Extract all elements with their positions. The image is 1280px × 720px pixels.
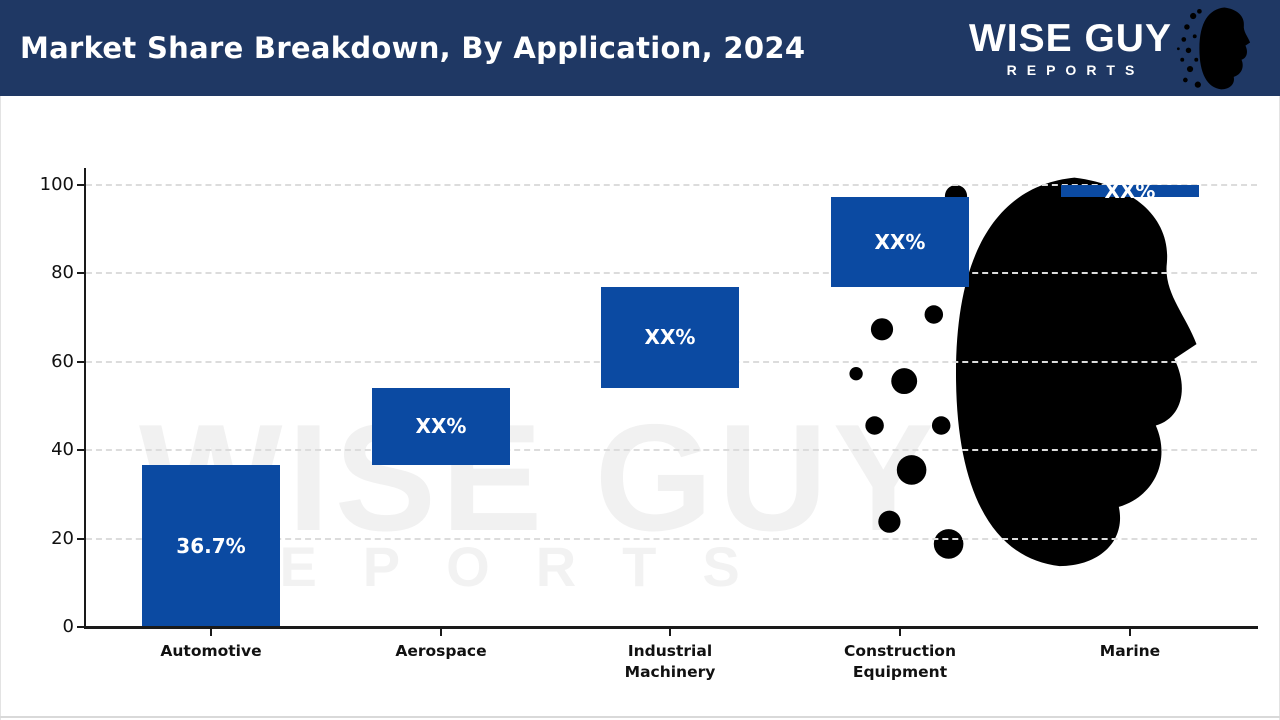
- x-tick-mark-marine: [1129, 629, 1131, 636]
- bottom-border-line: [0, 716, 1280, 718]
- bar-value-label-industrial-machinery: XX%: [644, 325, 696, 350]
- x-category-label-construction-equipment: Construction Equipment: [844, 642, 956, 681]
- x-category-label-marine: Marine: [1099, 642, 1161, 660]
- y-tick-label-20: 20: [51, 527, 74, 549]
- head-profile-icon: [1176, 5, 1254, 91]
- bar-value-label-construction-equipment: XX%: [874, 229, 926, 254]
- bar-value-label-marine: XX%: [1104, 178, 1156, 203]
- y-tick-label-60: 60: [51, 350, 74, 372]
- logo-text: WISE GUY REPORTS: [969, 19, 1172, 77]
- y-tick-label-0: 0: [62, 616, 74, 637]
- y-tick-mark-0: [77, 626, 84, 628]
- watermark-subtitle: REPORTS: [193, 535, 786, 598]
- bar-value-label-aerospace: XX%: [415, 414, 467, 439]
- gridline-80: [86, 272, 1257, 275]
- x-category-label-aerospace: Aerospace: [395, 642, 487, 660]
- bar-value-label-automotive: 36.7%: [176, 533, 246, 558]
- gridline-40: [86, 449, 1257, 452]
- y-axis-line: [84, 168, 86, 629]
- y-tick-mark-40: [77, 449, 84, 452]
- y-tick-label-100: 100: [39, 174, 74, 195]
- x-category-label-industrial-machinery: Industrial Machinery: [624, 642, 716, 681]
- y-tick-mark-60: [77, 360, 84, 363]
- wise-guy-logo: WISE GUY REPORTS: [969, 5, 1254, 91]
- y-tick-label-40: 40: [51, 439, 74, 461]
- x-category-label-automotive: Automotive: [160, 642, 262, 660]
- logo-wordmark: WISE GUY: [968, 17, 1172, 60]
- x-axis-line: [84, 626, 1258, 629]
- x-tick-mark-aerospace: [440, 629, 442, 636]
- bar-aerospace: XX%: [372, 387, 510, 465]
- bar-marine: XX%: [1061, 179, 1199, 203]
- y-tick-mark-20: [77, 537, 84, 540]
- header-bar: Market Share Breakdown, By Application, …: [0, 0, 1280, 96]
- x-tick-mark-industrial-machinery: [669, 629, 671, 636]
- x-tick-mark-automotive: [210, 629, 212, 636]
- bar-construction-equipment: XX%: [831, 196, 969, 287]
- logo-subtitle: REPORTS: [1006, 62, 1145, 78]
- gridline-100: [86, 184, 1257, 186]
- y-tick-mark-80: [77, 272, 84, 275]
- y-tick-mark-100: [77, 184, 84, 186]
- bar-industrial-machinery: XX%: [601, 286, 739, 388]
- bar-automotive: 36.7%: [142, 464, 280, 627]
- gridline-20: [86, 537, 1257, 540]
- y-tick-label-80: 80: [51, 262, 74, 284]
- x-tick-mark-construction-equipment: [899, 629, 901, 636]
- page-title: Market Share Breakdown, By Application, …: [20, 31, 806, 65]
